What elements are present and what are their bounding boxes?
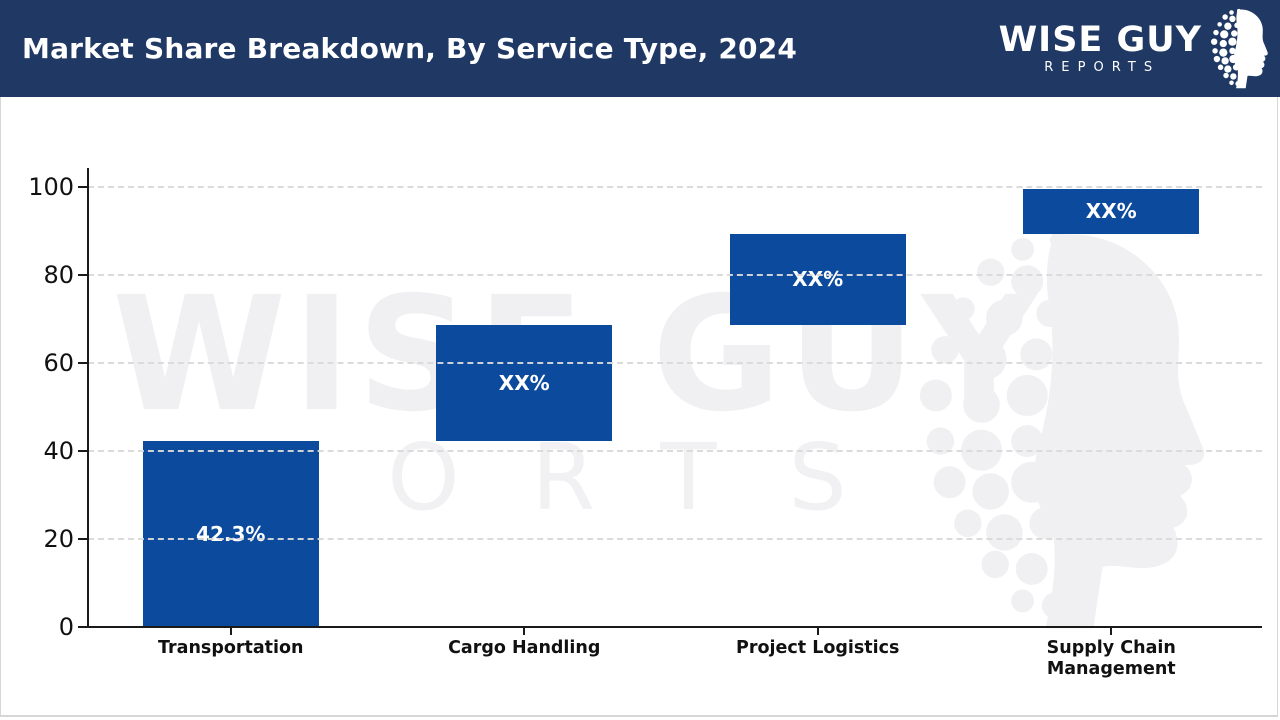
- chart-canvas: [0, 97, 1278, 717]
- x-category-label: Cargo Handling: [448, 638, 601, 658]
- y-axis-line: [87, 168, 89, 628]
- x-tick-4: [1110, 627, 1113, 635]
- x-category-label: Transportation: [157, 638, 304, 658]
- bar-supply-chain-management: XX%: [1023, 188, 1200, 234]
- logo-wordmark: WISE GUY: [998, 20, 1202, 60]
- x-category-label: Supply Chain Management: [1046, 638, 1176, 679]
- bar-value-label: XX%: [792, 267, 844, 292]
- y-tick-40: [78, 449, 87, 452]
- gridline-20: [88, 537, 1262, 540]
- y-tick-label-60: 60: [43, 348, 74, 377]
- y-tick-0: [78, 626, 87, 628]
- logo-subtitle: REPORTS: [1044, 60, 1161, 75]
- x-tick-1: [229, 627, 232, 635]
- bar-value-label: 42.3%: [196, 521, 266, 546]
- header-bar: Market Share Breakdown, By Service Type,…: [0, 0, 1280, 97]
- x-category-label: Project Logistics: [736, 638, 900, 658]
- y-tick-label-100: 100: [28, 172, 74, 201]
- bar-value-label: XX%: [1085, 199, 1137, 224]
- x-axis-line: [87, 626, 1262, 628]
- x-tick-3: [816, 627, 819, 635]
- logo-face-icon: [1204, 7, 1270, 91]
- gridline-100: [88, 185, 1262, 188]
- bar-transportation: 42.3%: [142, 440, 319, 627]
- watermark-face-icon: [885, 222, 1215, 642]
- y-tick-label-0: 0: [58, 613, 74, 641]
- gridline-40: [88, 449, 1262, 452]
- page-title: Market Share Breakdown, By Service Type,…: [22, 32, 798, 65]
- y-tick-label-40: 40: [43, 436, 74, 465]
- y-tick-60: [78, 361, 87, 364]
- y-tick-label-20: 20: [43, 524, 74, 553]
- y-tick-80: [78, 273, 87, 276]
- bar-cargo-handling: XX%: [436, 325, 613, 441]
- gridline-60: [88, 361, 1262, 364]
- bar-value-label: XX%: [498, 370, 550, 395]
- x-tick-2: [523, 627, 526, 635]
- y-tick-20: [78, 537, 87, 540]
- wise-guy-reports-logo: WISE GUY REPORTS: [999, 7, 1280, 91]
- gridline-80: [88, 273, 1262, 276]
- watermark-text-line2: PORTS: [260, 424, 919, 531]
- y-tick-label-80: 80: [43, 260, 74, 289]
- bar-project-logistics: XX%: [729, 233, 906, 326]
- y-tick-100: [78, 185, 87, 188]
